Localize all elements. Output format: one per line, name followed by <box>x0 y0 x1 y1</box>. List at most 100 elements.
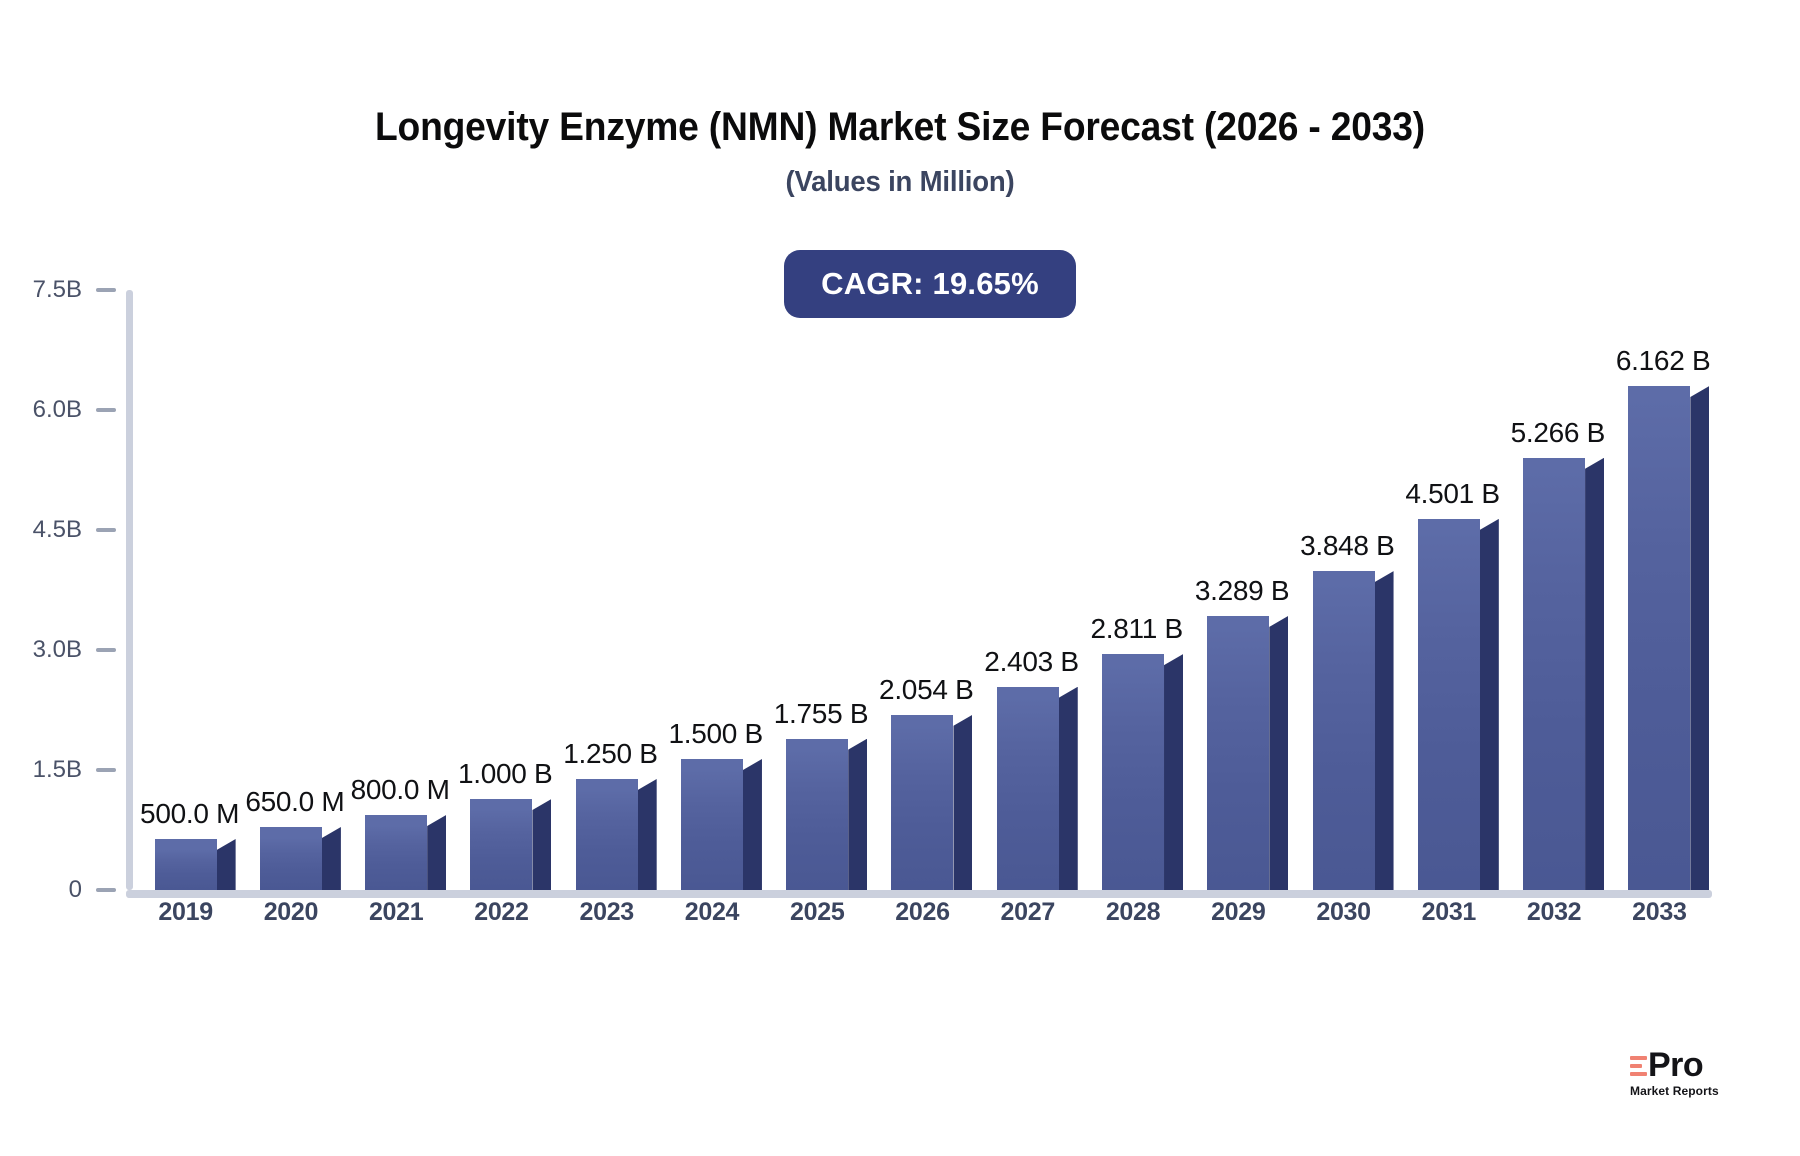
bar[interactable]: 2.054 B <box>879 674 974 890</box>
y-axis-tick-mark <box>96 288 116 292</box>
bar-slot: 2.403 B <box>975 290 1080 890</box>
x-axis-label: 2031 <box>1421 898 1477 926</box>
bar[interactable]: 1.250 B <box>563 738 658 890</box>
bar-slot: 6.162 B <box>1607 290 1712 890</box>
bar-front-face <box>154 850 217 890</box>
bar-value-label: 2.403 B <box>984 645 1079 677</box>
x-axis-label: 2023 <box>579 898 634 926</box>
bar-slot: 500.0 M <box>133 290 239 890</box>
bar-side-face <box>953 714 973 890</box>
bar[interactable]: 800.0 M <box>351 774 450 890</box>
bar-slot: 2.054 B <box>870 290 975 890</box>
x-axis-label: 2032 <box>1526 898 1582 926</box>
bar-top-face <box>1207 615 1270 627</box>
bar[interactable]: 5.266 B <box>1511 417 1605 890</box>
y-axis-tick-label: 7.5B <box>32 276 82 303</box>
bar-front-face <box>891 725 954 890</box>
bar-top-face <box>1628 386 1691 398</box>
bar-top-face <box>1102 654 1165 666</box>
y-axis-tick-mark <box>96 528 116 532</box>
bar[interactable]: 1.755 B <box>774 698 869 890</box>
y-axis-tick-mark <box>96 888 116 892</box>
bar-value-label: 5.266 B <box>1510 416 1606 448</box>
bar-side-face <box>427 815 447 890</box>
x-axis-label: 2026 <box>895 898 950 926</box>
y-axis-tick-mark <box>96 648 116 652</box>
bar-side-face <box>216 839 236 890</box>
x-axis-label: 2028 <box>1105 898 1161 926</box>
title-block: Longevity Enzyme (NMN) Market Size Forec… <box>0 104 1800 199</box>
stacked-bars-icon <box>1630 1052 1647 1078</box>
bar-side-face <box>742 759 762 890</box>
bar-front-face <box>1523 468 1586 890</box>
bar-front-face <box>575 790 638 890</box>
bar-front-face <box>1628 397 1691 890</box>
bar[interactable]: 3.848 B <box>1300 530 1395 890</box>
y-axis-tick: 7.5B <box>10 276 126 304</box>
bar-front-face <box>680 770 743 890</box>
bar-front-face <box>996 697 1059 890</box>
page-title: Longevity Enzyme (NMN) Market Size Forec… <box>375 105 1425 149</box>
bar[interactable]: 500.0 M <box>140 798 239 890</box>
y-axis-tick-label: 3.0B <box>32 636 82 663</box>
y-axis-tick: 6.0B <box>10 396 126 424</box>
bar-side-face <box>532 799 552 890</box>
bar[interactable]: 2.403 B <box>984 646 1079 890</box>
bar-top-face <box>470 799 533 810</box>
bar-value-label: 3.289 B <box>1194 574 1290 606</box>
bar-front-face <box>259 838 322 890</box>
plot-area: 0 1.5B 3.0B 4.5B 6.0B 7.5B 500.0 M 650.0 M 800.… <box>33 276 1712 903</box>
bar-front-face <box>365 826 428 890</box>
bar-value-label: 1.500 B <box>668 718 764 749</box>
bar-side-face <box>321 827 341 890</box>
bar-top-face <box>996 686 1059 698</box>
bar-top-face <box>154 839 217 850</box>
bar-side-face <box>1269 615 1289 890</box>
x-axis-label: 2019 <box>158 898 213 926</box>
bar-slot: 650.0 M <box>238 290 345 890</box>
x-axis-label: 2024 <box>684 898 740 926</box>
bar-top-face <box>786 738 849 750</box>
bar-slot: 4.501 B <box>1396 290 1501 890</box>
bar[interactable]: 4.501 B <box>1405 478 1500 890</box>
bar-top-face <box>1417 518 1480 530</box>
x-axis-spine <box>126 890 1712 898</box>
y-axis-tick-mark <box>96 768 116 772</box>
y-axis-tick-label: 6.0B <box>32 396 82 423</box>
x-axis-label: 2020 <box>263 898 319 926</box>
bar[interactable]: 1.500 B <box>669 718 763 890</box>
bar-side-face <box>1374 571 1394 890</box>
logo-wordmark: Pro <box>1648 1046 1704 1084</box>
bar-side-face <box>1585 457 1605 890</box>
x-axis-label: 2029 <box>1211 898 1266 926</box>
bar-value-label: 1.755 B <box>773 697 869 729</box>
bar[interactable]: 6.162 B <box>1616 345 1711 890</box>
bar[interactable]: 3.289 B <box>1195 575 1290 890</box>
y-axis-spine <box>126 290 133 890</box>
bar-top-face <box>891 714 954 726</box>
bar-value-label: 2.811 B <box>1090 613 1184 645</box>
bar-slot: 3.289 B <box>1186 290 1291 890</box>
bar-slot: 1.250 B <box>554 290 659 890</box>
bar-front-face <box>470 810 533 890</box>
bar[interactable]: 2.811 B <box>1091 613 1183 890</box>
logo-tagline: Market Reports <box>1630 1083 1719 1098</box>
bar[interactable]: 1.000 B <box>458 758 553 890</box>
bar-top-face <box>680 759 743 770</box>
bar-value-label: 6.162 B <box>1615 345 1711 377</box>
bar-value-label: 2.054 B <box>879 673 974 705</box>
y-axis-tick: 1.5B <box>10 756 126 784</box>
bar-front-face <box>1102 665 1165 890</box>
logo-row: Pro <box>1630 1046 1704 1084</box>
bar-front-face <box>1207 626 1270 890</box>
bar-slot: 1.000 B <box>449 290 554 890</box>
bar-slot: 2.811 B <box>1080 290 1185 890</box>
bar-value-label: 1.250 B <box>563 738 658 769</box>
bar[interactable]: 650.0 M <box>245 786 345 890</box>
bar-value-label: 3.848 B <box>1300 530 1395 562</box>
x-axis-label: 2030 <box>1316 898 1371 926</box>
bar-side-face <box>1690 386 1710 890</box>
bar-front-face <box>1417 529 1480 890</box>
bar-top-face <box>575 779 638 790</box>
